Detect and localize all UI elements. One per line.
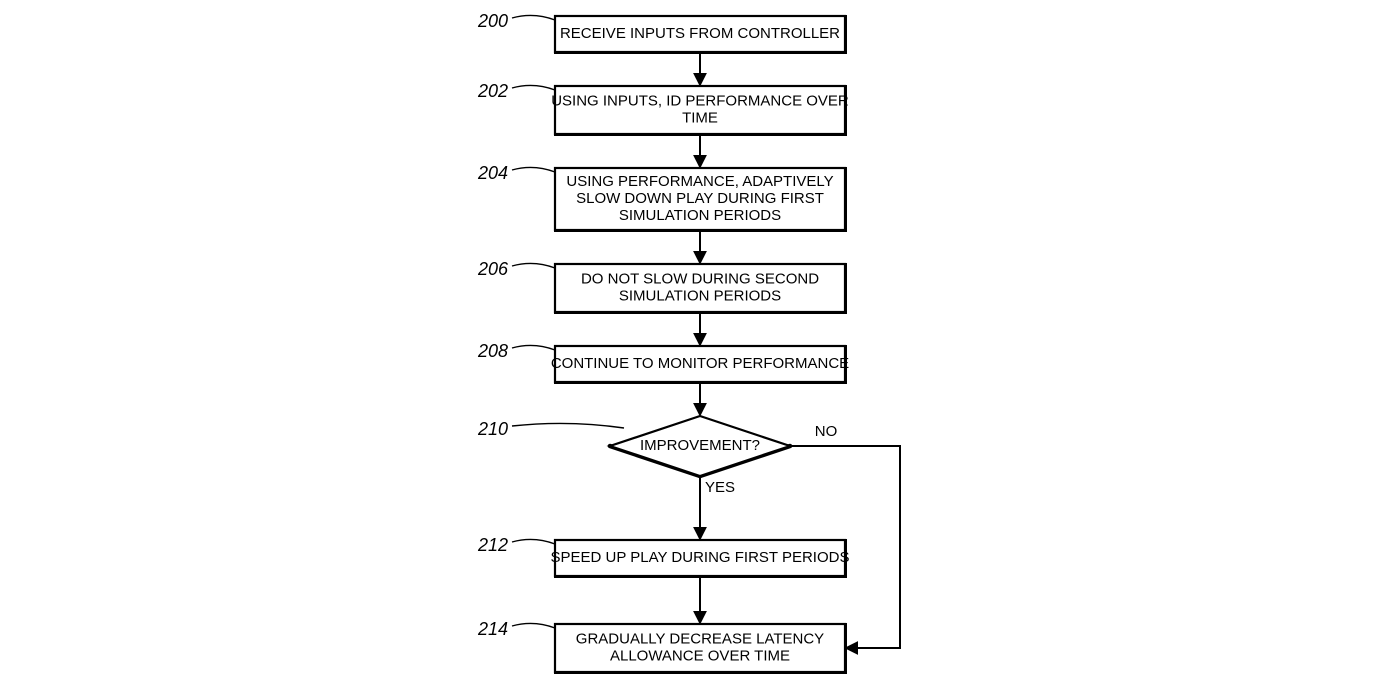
ref-202: 202 — [477, 81, 508, 101]
flow-node-204-text: USING PERFORMANCE, ADAPTIVELY — [566, 173, 833, 190]
flow-node-214-text: ALLOWANCE OVER TIME — [610, 647, 790, 664]
flow-node-204-text: SLOW DOWN PLAY DURING FIRST — [576, 190, 824, 207]
ref-leader-202 — [512, 85, 555, 90]
ref-200: 200 — [477, 11, 508, 31]
ref-206: 206 — [477, 259, 509, 279]
ref-leader-208 — [512, 345, 555, 350]
flow-node-214-text: GRADUALLY DECREASE LATENCY — [576, 631, 824, 648]
flow-node-208-text: CONTINUE TO MONITOR PERFORMANCE — [551, 355, 849, 372]
ref-leader-210 — [512, 423, 624, 428]
flow-node-212-text: SPEED UP PLAY DURING FIRST PERIODS — [551, 549, 850, 566]
flow-node-200-text: RECEIVE INPUTS FROM CONTROLLER — [560, 25, 840, 42]
flow-node-202-text: USING INPUTS, ID PERFORMANCE OVER — [551, 93, 849, 110]
ref-204: 204 — [477, 163, 508, 183]
ref-210: 210 — [477, 419, 508, 439]
flow-decision-210-text: IMPROVEMENT? — [640, 437, 760, 454]
flowchart-canvas: RECEIVE INPUTS FROM CONTROLLER USING INPU… — [0, 0, 1400, 700]
ref-leader-214 — [512, 623, 555, 628]
ref-leader-200 — [512, 15, 555, 20]
ref-leader-204 — [512, 167, 555, 172]
decision-yes-label: YES — [705, 479, 735, 496]
flow-node-206-text: DO NOT SLOW DURING SECOND — [581, 271, 819, 288]
ref-208: 208 — [477, 341, 508, 361]
ref-214: 214 — [477, 619, 508, 639]
ref-212: 212 — [477, 535, 508, 555]
flow-node-206-text: SIMULATION PERIODS — [619, 287, 781, 304]
flow-node-202-text: TIME — [682, 109, 718, 126]
flow-node-204-text: SIMULATION PERIODS — [619, 207, 781, 224]
decision-no-label: NO — [815, 423, 838, 440]
ref-leader-206 — [512, 263, 555, 268]
ref-leader-212 — [512, 539, 555, 544]
